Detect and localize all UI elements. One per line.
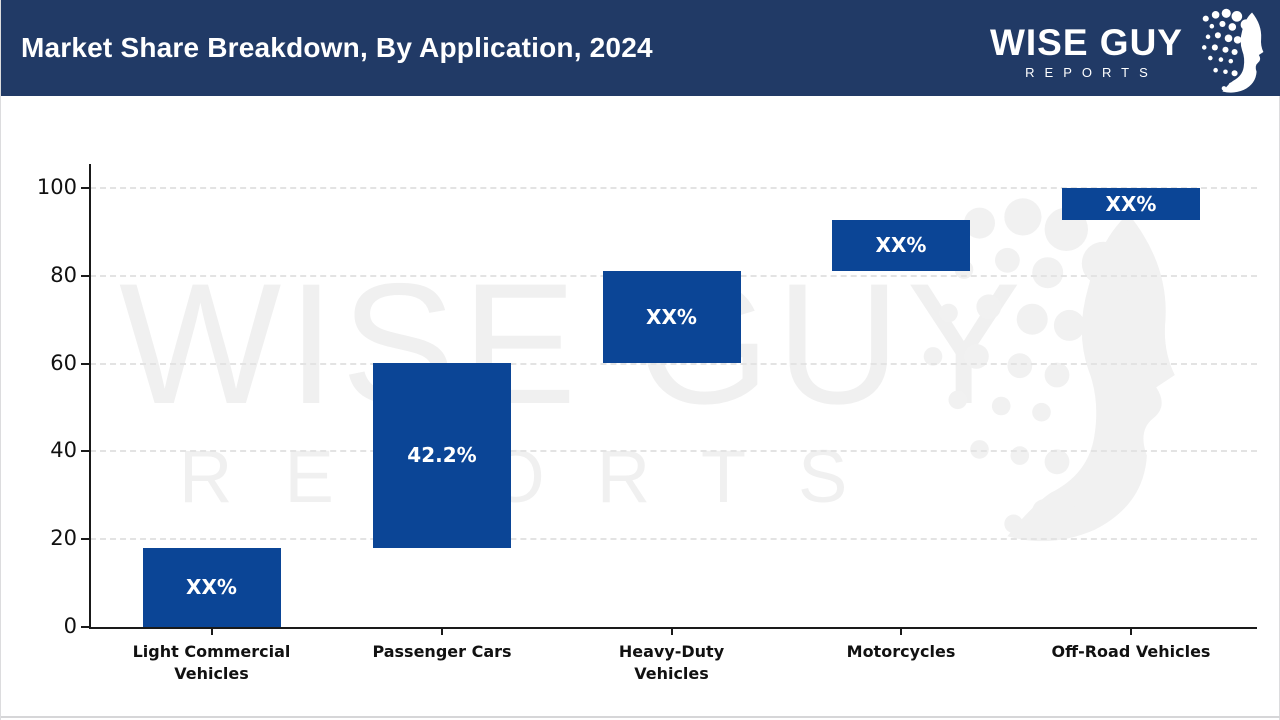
brand-name: WISE GUY (989, 22, 1183, 64)
bar-1: XX% (142, 547, 281, 627)
y-tick-mark (81, 362, 89, 365)
chart-title: Market Share Breakdown, By Application, … (21, 32, 653, 63)
y-tick-mark (81, 538, 89, 541)
bar-2: 42.2% (373, 362, 511, 548)
brand-logo: WISE GUY REPORTS (990, 8, 1269, 96)
header-band: Market Share Breakdown, By Application, … (1, 0, 1280, 96)
x-category-label: Off-Road Vehicles (1051, 642, 1211, 661)
bottom-divider (1, 716, 1280, 718)
x-tick-mark (900, 627, 902, 635)
y-tick-label: 60 (50, 350, 77, 375)
y-tick-label: 20 (50, 526, 77, 551)
bar-value-label: 42.2% (407, 443, 477, 468)
y-tick-mark (81, 187, 89, 189)
y-tick-mark (81, 626, 89, 628)
x-category-label: Motorcycles (846, 642, 956, 661)
x-category-label: Passenger Cars (372, 642, 512, 661)
bar-value-label: XX% (1105, 192, 1157, 217)
bar-3: XX% (602, 270, 741, 363)
y-tick-label: 80 (50, 262, 77, 287)
y-tick-label: 100 (36, 175, 77, 199)
y-tick-label: 0 (63, 614, 77, 638)
x-tick-mark (670, 627, 673, 635)
bar-value-label: XX% (186, 575, 237, 600)
x-category-label: Heavy-Duty Vehicles (618, 642, 725, 683)
x-tick-mark (1130, 627, 1132, 635)
gridline-20 (90, 538, 1257, 541)
bar-5: XX% (1062, 188, 1200, 221)
x-tick-mark (441, 627, 443, 635)
x-axis-line (89, 627, 1257, 629)
bar-4: XX% (832, 220, 970, 271)
gridline-100 (90, 187, 1257, 189)
y-axis-line (89, 164, 91, 629)
y-tick-label: 40 (50, 438, 77, 463)
bar-value-label: XX% (875, 233, 927, 258)
x-category-label: Light Commercial Vehicles (132, 642, 291, 683)
x-tick-mark (210, 627, 213, 635)
bar-value-label: XX% (646, 304, 697, 329)
brand-logo-text: WISE GUY REPORTS (989, 22, 1183, 80)
y-tick-mark (81, 450, 89, 453)
gridline-60 (90, 362, 1257, 365)
brand-subtitle: REPORTS (1025, 64, 1158, 80)
chart-area: 0 20 40 60 80 100 XX% Light Commercial Vehicles… (1, 96, 1280, 716)
gridline-40 (90, 450, 1257, 453)
y-tick-mark (81, 274, 89, 277)
brand-face-icon (1201, 8, 1264, 93)
